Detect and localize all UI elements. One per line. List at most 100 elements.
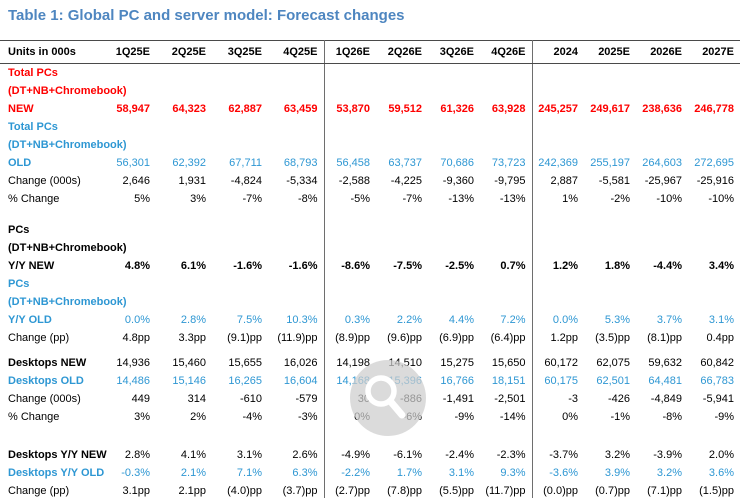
row-label — [0, 347, 100, 354]
cell: -4,849 — [650, 393, 682, 405]
table-row-label-line: (DT+NB+Chromebook) — [0, 136, 740, 154]
cell: 1.2% — [552, 260, 578, 272]
column-header-2027e: 2027E — [688, 40, 740, 64]
cell: 15,396 — [388, 375, 422, 387]
cell — [532, 347, 584, 354]
table-row-values: Change (000s) 449 314 -610 -579 30 -886 -1,491-… — [0, 390, 740, 408]
row-label: Y/Y NEW — [8, 260, 55, 272]
cell — [636, 136, 688, 154]
cell: 15,146 — [172, 375, 206, 387]
cell: -1,491 — [442, 393, 474, 405]
cell: -3 — [568, 393, 578, 405]
cell: 0.7% — [480, 257, 533, 275]
cell — [428, 136, 480, 154]
cell — [156, 347, 212, 354]
cell: 0.0% — [124, 314, 150, 326]
column-header-3q26e: 3Q26E — [428, 40, 480, 64]
cell: 7.2% — [480, 311, 533, 329]
cell: 449 — [131, 393, 150, 405]
table-row-values: NEW 58,947 64,323 62,887 63,459 53,870 59,512 6… — [0, 100, 740, 118]
column-header-2q25e: 2Q25E — [156, 40, 212, 64]
cell — [688, 347, 740, 354]
cell — [428, 64, 480, 83]
cell: -2.3% — [480, 446, 533, 464]
cell — [100, 208, 156, 221]
cell — [636, 64, 688, 83]
row-label: % Change — [8, 411, 60, 423]
cell: 15,460 — [172, 357, 206, 369]
cell: -1.6% — [233, 260, 262, 272]
cell: (6.4)pp — [480, 329, 533, 347]
cell — [376, 82, 428, 100]
cell — [268, 221, 325, 239]
row-label: Total PCs — [8, 121, 58, 133]
cell: 2,887 — [550, 175, 578, 187]
cell — [376, 239, 428, 257]
cell: -8.6% — [341, 260, 370, 272]
cell: -7% — [402, 193, 422, 205]
cell: 9.3% — [480, 464, 533, 482]
cell — [532, 136, 584, 154]
cell — [584, 293, 636, 311]
cell — [688, 82, 740, 100]
cell: 314 — [187, 393, 206, 405]
cell: (2.7)pp — [324, 482, 376, 498]
cell: 15,275 — [440, 357, 474, 369]
table-row-label-line: PCs — [0, 221, 740, 239]
cell: 0% — [562, 411, 578, 423]
cell — [156, 426, 212, 446]
cell — [688, 208, 740, 221]
cell — [156, 293, 212, 311]
row-label: (DT+NB+Chromebook) — [8, 139, 127, 151]
cell — [428, 426, 480, 446]
cell — [428, 275, 480, 293]
cell: 3.1% — [448, 467, 474, 479]
cell: 3% — [134, 411, 150, 423]
cell: 4.4% — [448, 314, 474, 326]
cell: 62,501 — [596, 375, 630, 387]
cell: 0.3% — [344, 314, 370, 326]
cell: -1% — [610, 411, 630, 423]
cell: -3% — [268, 408, 325, 426]
cell — [428, 82, 480, 100]
cell — [636, 347, 688, 354]
cell: -5,941 — [702, 393, 734, 405]
cell — [268, 293, 325, 311]
cell — [532, 275, 584, 293]
cell — [584, 118, 636, 136]
row-label: Desktops OLD — [8, 375, 84, 387]
cell: 16,265 — [228, 375, 262, 387]
cell: 4.8% — [124, 260, 150, 272]
cell: 0.0% — [552, 314, 578, 326]
cell — [376, 64, 428, 83]
row-label: Change (pp) — [0, 482, 100, 498]
table-row-values: % Change 5% 3% -7% -8% -5% -7% -13% -13% 1% -2% -10… — [0, 190, 740, 208]
cell: -4,824 — [230, 175, 262, 187]
cell: 3.1pp — [100, 482, 156, 498]
cell — [268, 82, 325, 100]
cell: 2.8% — [180, 314, 206, 326]
cell — [212, 293, 268, 311]
cell: -610 — [239, 393, 262, 405]
cell — [480, 239, 533, 257]
cell: 16,026 — [268, 354, 325, 372]
cell — [268, 136, 325, 154]
cell — [584, 426, 636, 446]
cell — [212, 426, 268, 446]
column-header-2q26e: 2Q26E — [376, 40, 428, 64]
cell — [428, 293, 480, 311]
cell: 18,151 — [480, 372, 533, 390]
cell — [636, 208, 688, 221]
cell: 6.1% — [180, 260, 206, 272]
cell: 2.8% — [124, 449, 150, 461]
cell: 3% — [190, 193, 206, 205]
cell — [480, 426, 533, 446]
column-header-1q25e: 1Q25E — [100, 40, 156, 64]
cell: 60,172 — [544, 357, 578, 369]
row-label: % Change — [8, 193, 60, 205]
table-row-spacer — [0, 208, 740, 221]
cell — [428, 221, 480, 239]
table-row-values: Change (000s) 2,646 1,931 -4,824 -5,334 -2,58… — [0, 172, 740, 190]
forecast-table: Units in 000s 1Q25E 2Q25E 3Q25E 4Q25E 1Q26E 2… — [0, 40, 740, 498]
